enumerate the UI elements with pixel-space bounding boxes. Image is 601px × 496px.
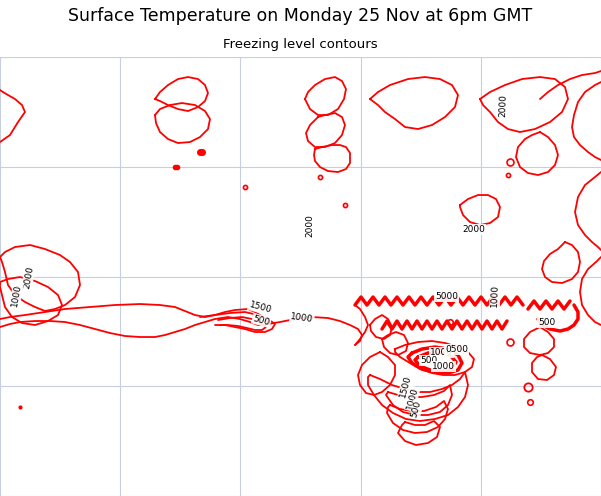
Text: 1500: 1500 <box>248 301 272 315</box>
Text: 500: 500 <box>538 318 555 327</box>
Text: 500: 500 <box>410 400 423 419</box>
Text: 500: 500 <box>252 314 271 327</box>
Text: 1000: 1000 <box>10 283 23 307</box>
Text: 2000: 2000 <box>22 265 35 289</box>
Text: 500: 500 <box>420 356 438 365</box>
Text: 1000: 1000 <box>405 386 419 411</box>
Text: 2000: 2000 <box>462 225 485 234</box>
Text: 0500: 0500 <box>445 345 468 354</box>
Text: 1000: 1000 <box>432 362 455 371</box>
Text: 2000: 2000 <box>498 94 508 117</box>
Text: 1500: 1500 <box>398 374 413 399</box>
Text: 1000: 1000 <box>290 312 314 324</box>
Text: 5000: 5000 <box>435 292 458 301</box>
Text: 1000: 1000 <box>490 284 500 307</box>
Text: 2000: 2000 <box>305 214 314 237</box>
Text: 1000: 1000 <box>430 348 453 357</box>
Text: Freezing level contours: Freezing level contours <box>223 38 378 51</box>
Text: Surface Temperature on Monday 25 Nov at 6pm GMT: Surface Temperature on Monday 25 Nov at … <box>69 7 532 25</box>
